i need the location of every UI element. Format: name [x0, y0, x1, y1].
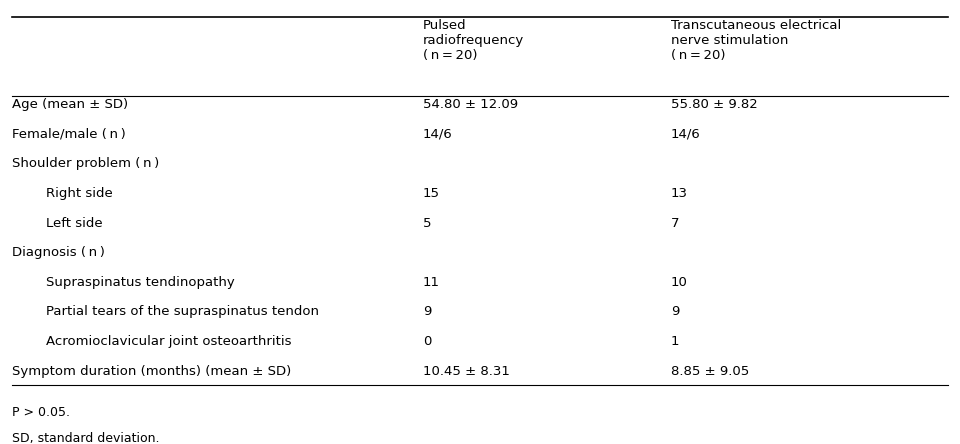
Text: 13: 13 [671, 187, 688, 200]
Text: Pulsed
radiofrequency
( n = 20): Pulsed radiofrequency ( n = 20) [422, 19, 524, 62]
Text: 10.45 ± 8.31: 10.45 ± 8.31 [422, 365, 510, 377]
Text: 0: 0 [422, 335, 431, 348]
Text: 14/6: 14/6 [422, 128, 452, 141]
Text: P > 0.05.: P > 0.05. [12, 405, 70, 419]
Text: 54.80 ± 12.09: 54.80 ± 12.09 [422, 98, 517, 111]
Text: Female/male ( n ): Female/male ( n ) [12, 128, 126, 141]
Text: Supraspinatus tendinopathy: Supraspinatus tendinopathy [46, 276, 234, 289]
Text: 11: 11 [422, 276, 440, 289]
Text: 1: 1 [671, 335, 680, 348]
Text: Right side: Right side [46, 187, 112, 200]
Text: Acromioclavicular joint osteoarthritis: Acromioclavicular joint osteoarthritis [46, 335, 291, 348]
Text: Left side: Left side [46, 217, 103, 230]
Text: Diagnosis ( n ): Diagnosis ( n ) [12, 246, 106, 259]
Text: Partial tears of the supraspinatus tendon: Partial tears of the supraspinatus tendo… [46, 305, 319, 318]
Text: Shoulder problem ( n ): Shoulder problem ( n ) [12, 157, 159, 170]
Text: Symptom duration (months) (mean ± SD): Symptom duration (months) (mean ± SD) [12, 365, 292, 377]
Text: 5: 5 [422, 217, 431, 230]
Text: 14/6: 14/6 [671, 128, 701, 141]
Text: Age (mean ± SD): Age (mean ± SD) [12, 98, 129, 111]
Text: 9: 9 [422, 305, 431, 318]
Text: 7: 7 [671, 217, 680, 230]
Text: 15: 15 [422, 187, 440, 200]
Text: 8.85 ± 9.05: 8.85 ± 9.05 [671, 365, 749, 377]
Text: SD, standard deviation.: SD, standard deviation. [12, 432, 159, 444]
Text: 10: 10 [671, 276, 687, 289]
Text: 9: 9 [671, 305, 680, 318]
Text: 55.80 ± 9.82: 55.80 ± 9.82 [671, 98, 757, 111]
Text: Transcutaneous electrical
nerve stimulation
( n = 20): Transcutaneous electrical nerve stimulat… [671, 19, 841, 62]
